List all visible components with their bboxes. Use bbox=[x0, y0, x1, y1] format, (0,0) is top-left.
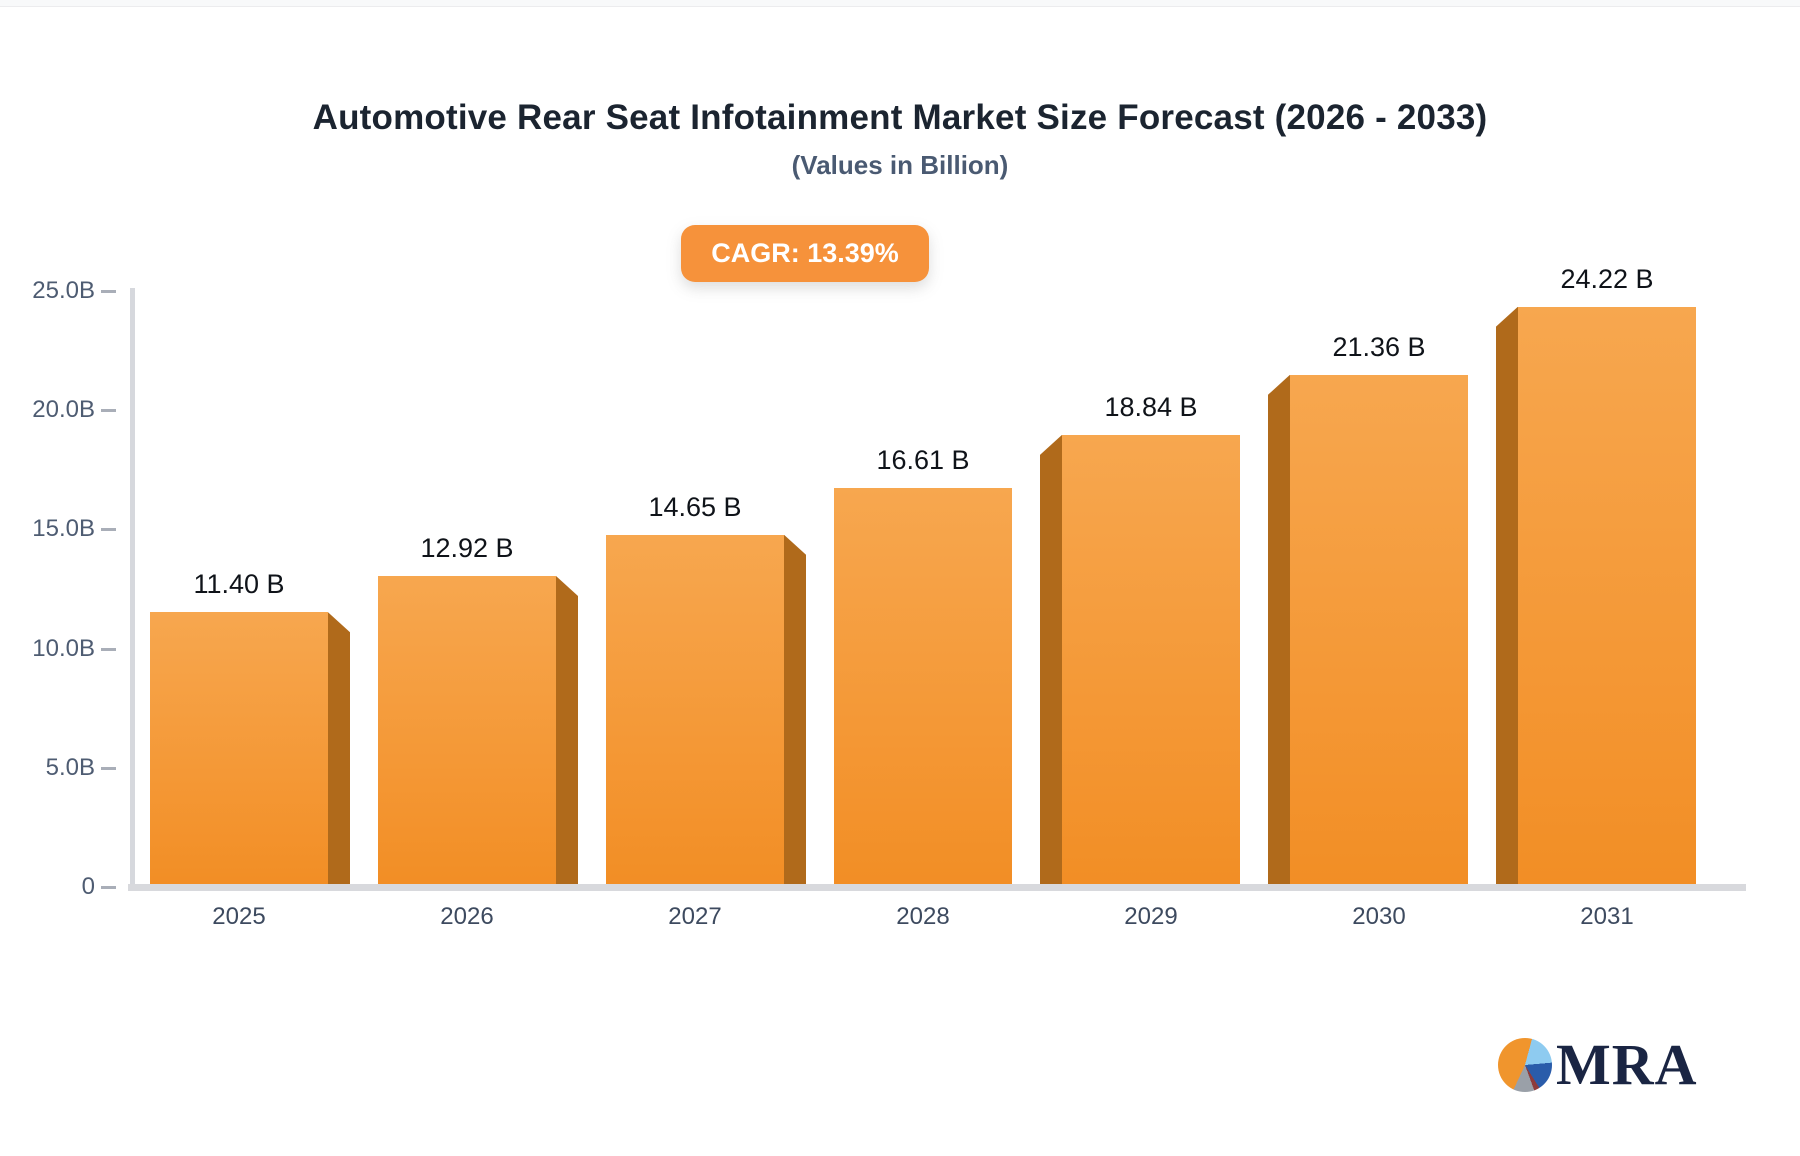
x-axis-label-2031: 2031 bbox=[1580, 903, 1634, 930]
y-axis-tick bbox=[101, 409, 116, 413]
y-axis-tick bbox=[101, 290, 116, 293]
logo-text: MRA bbox=[1556, 1032, 1698, 1097]
x-axis-label-2027: 2027 bbox=[668, 903, 722, 930]
bar-value-label-2025: 11.40 B bbox=[193, 569, 285, 600]
bar-value-label-2028: 16.61 B bbox=[876, 445, 970, 476]
bar-side-face-2026 bbox=[556, 575, 578, 884]
bar-2030[interactable] bbox=[1290, 374, 1468, 884]
bar-2026[interactable] bbox=[378, 575, 556, 884]
bar-side-face-2025 bbox=[328, 612, 350, 884]
bar-side-face-2029 bbox=[1040, 434, 1062, 884]
x-axis-label-2028: 2028 bbox=[896, 903, 950, 930]
x-axis-label-2029: 2029 bbox=[1124, 903, 1178, 930]
bar-2025[interactable] bbox=[150, 612, 328, 884]
bar-side-face-2027 bbox=[784, 534, 806, 884]
y-axis-tick bbox=[101, 647, 116, 651]
bar-2031[interactable] bbox=[1518, 306, 1696, 884]
bar-value-label-2027: 14.65 B bbox=[648, 491, 742, 522]
y-axis-tick-label: 20.0B bbox=[32, 396, 95, 424]
x-axis-label-2026: 2026 bbox=[440, 903, 494, 930]
y-axis-tick bbox=[101, 528, 116, 532]
bar-value-label-2031: 24.22 B bbox=[1560, 263, 1654, 294]
cagr-badge: CAGR: 13.39% bbox=[681, 225, 929, 282]
y-axis-tick-label: 10.0B bbox=[32, 634, 95, 662]
chart-subtitle: (Values in Billion) bbox=[791, 150, 1009, 180]
bar-side-face-2031 bbox=[1496, 306, 1518, 884]
y-axis-tick-label: 15.0B bbox=[32, 515, 95, 543]
y-axis-tick bbox=[101, 766, 116, 770]
chart-title: Automotive Rear Seat Infotainment Market… bbox=[312, 98, 1488, 137]
bar-value-label-2030: 21.36 B bbox=[1332, 331, 1426, 362]
y-axis-line bbox=[130, 288, 135, 887]
bar-value-label-2029: 18.84 B bbox=[1104, 391, 1198, 422]
pie-chart-logo-icon bbox=[1498, 1038, 1552, 1092]
x-axis-label-2030: 2030 bbox=[1352, 903, 1406, 930]
bar-2027[interactable] bbox=[606, 534, 784, 884]
bar-side-face-2030 bbox=[1268, 374, 1290, 884]
mra-logo: MRA bbox=[1498, 1032, 1698, 1097]
x-axis-label-2025: 2025 bbox=[212, 903, 266, 930]
y-axis-tick-label: 0 bbox=[81, 873, 95, 900]
x-axis-baseline bbox=[128, 884, 1746, 891]
y-axis-tick bbox=[101, 886, 116, 889]
top-edge-strip bbox=[0, 0, 1800, 7]
y-axis-tick-label: 5.0B bbox=[45, 753, 95, 781]
y-axis-tick-label: 25.0B bbox=[32, 277, 95, 304]
bar-2029[interactable] bbox=[1062, 434, 1240, 884]
bar-value-label-2026: 12.92 B bbox=[420, 532, 514, 563]
bar-2028[interactable] bbox=[834, 488, 1012, 884]
